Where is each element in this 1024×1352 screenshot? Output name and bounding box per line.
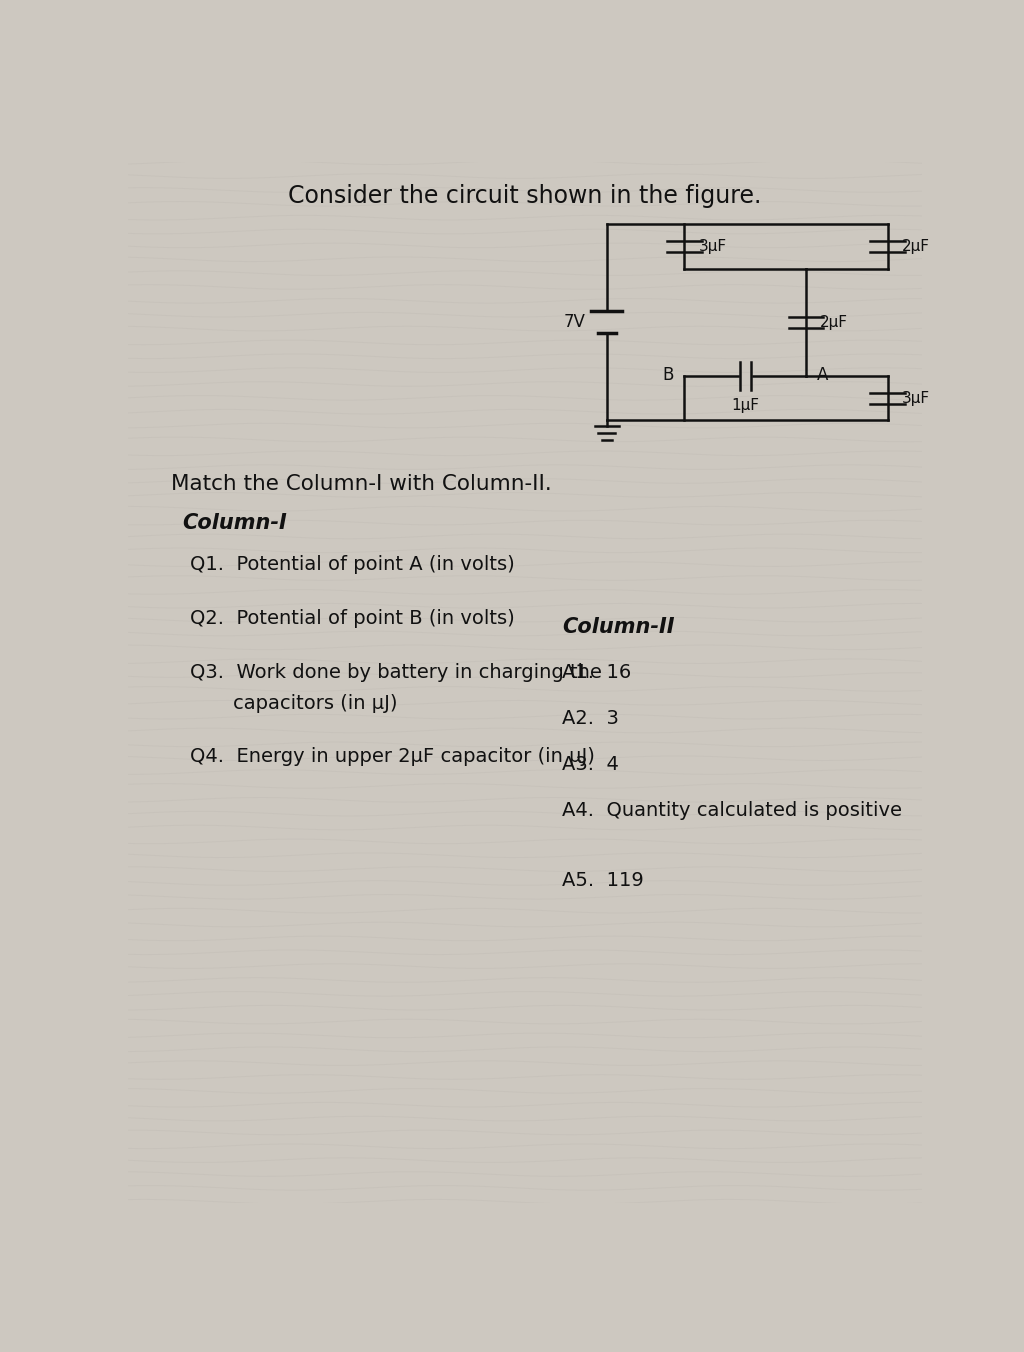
Text: A: A bbox=[817, 366, 828, 384]
Text: Q2.  Potential of point B (in volts): Q2. Potential of point B (in volts) bbox=[190, 608, 515, 627]
Text: Q1.  Potential of point A (in volts): Q1. Potential of point A (in volts) bbox=[190, 554, 515, 575]
Text: 3μF: 3μF bbox=[698, 239, 726, 254]
Text: Column-I: Column-I bbox=[182, 512, 287, 533]
Text: 1μF: 1μF bbox=[731, 397, 759, 412]
Text: 2μF: 2μF bbox=[820, 315, 848, 330]
Text: Consider the circuit shown in the figure.: Consider the circuit shown in the figure… bbox=[288, 184, 762, 208]
Text: 2μF: 2μF bbox=[901, 239, 930, 254]
Text: capacitors (in μJ): capacitors (in μJ) bbox=[232, 694, 397, 713]
Text: A2.  3: A2. 3 bbox=[562, 708, 618, 727]
Text: A1.  16: A1. 16 bbox=[562, 662, 631, 681]
Text: A4.  Quantity calculated is positive: A4. Quantity calculated is positive bbox=[562, 802, 902, 821]
Text: B: B bbox=[663, 366, 674, 384]
Text: Q3.  Work done by battery in charging the: Q3. Work done by battery in charging the bbox=[190, 662, 602, 681]
Text: Q4.  Energy in upper 2μF capacitor (in μJ): Q4. Energy in upper 2μF capacitor (in μJ… bbox=[190, 748, 595, 767]
Text: 3μF: 3μF bbox=[901, 391, 930, 406]
Text: 7V: 7V bbox=[563, 314, 586, 331]
Text: A3.  4: A3. 4 bbox=[562, 756, 618, 775]
Text: Column-II: Column-II bbox=[562, 617, 675, 637]
Text: Match the Column-I with Column-II.: Match the Column-I with Column-II. bbox=[171, 475, 551, 493]
Text: A5.  119: A5. 119 bbox=[562, 871, 644, 890]
